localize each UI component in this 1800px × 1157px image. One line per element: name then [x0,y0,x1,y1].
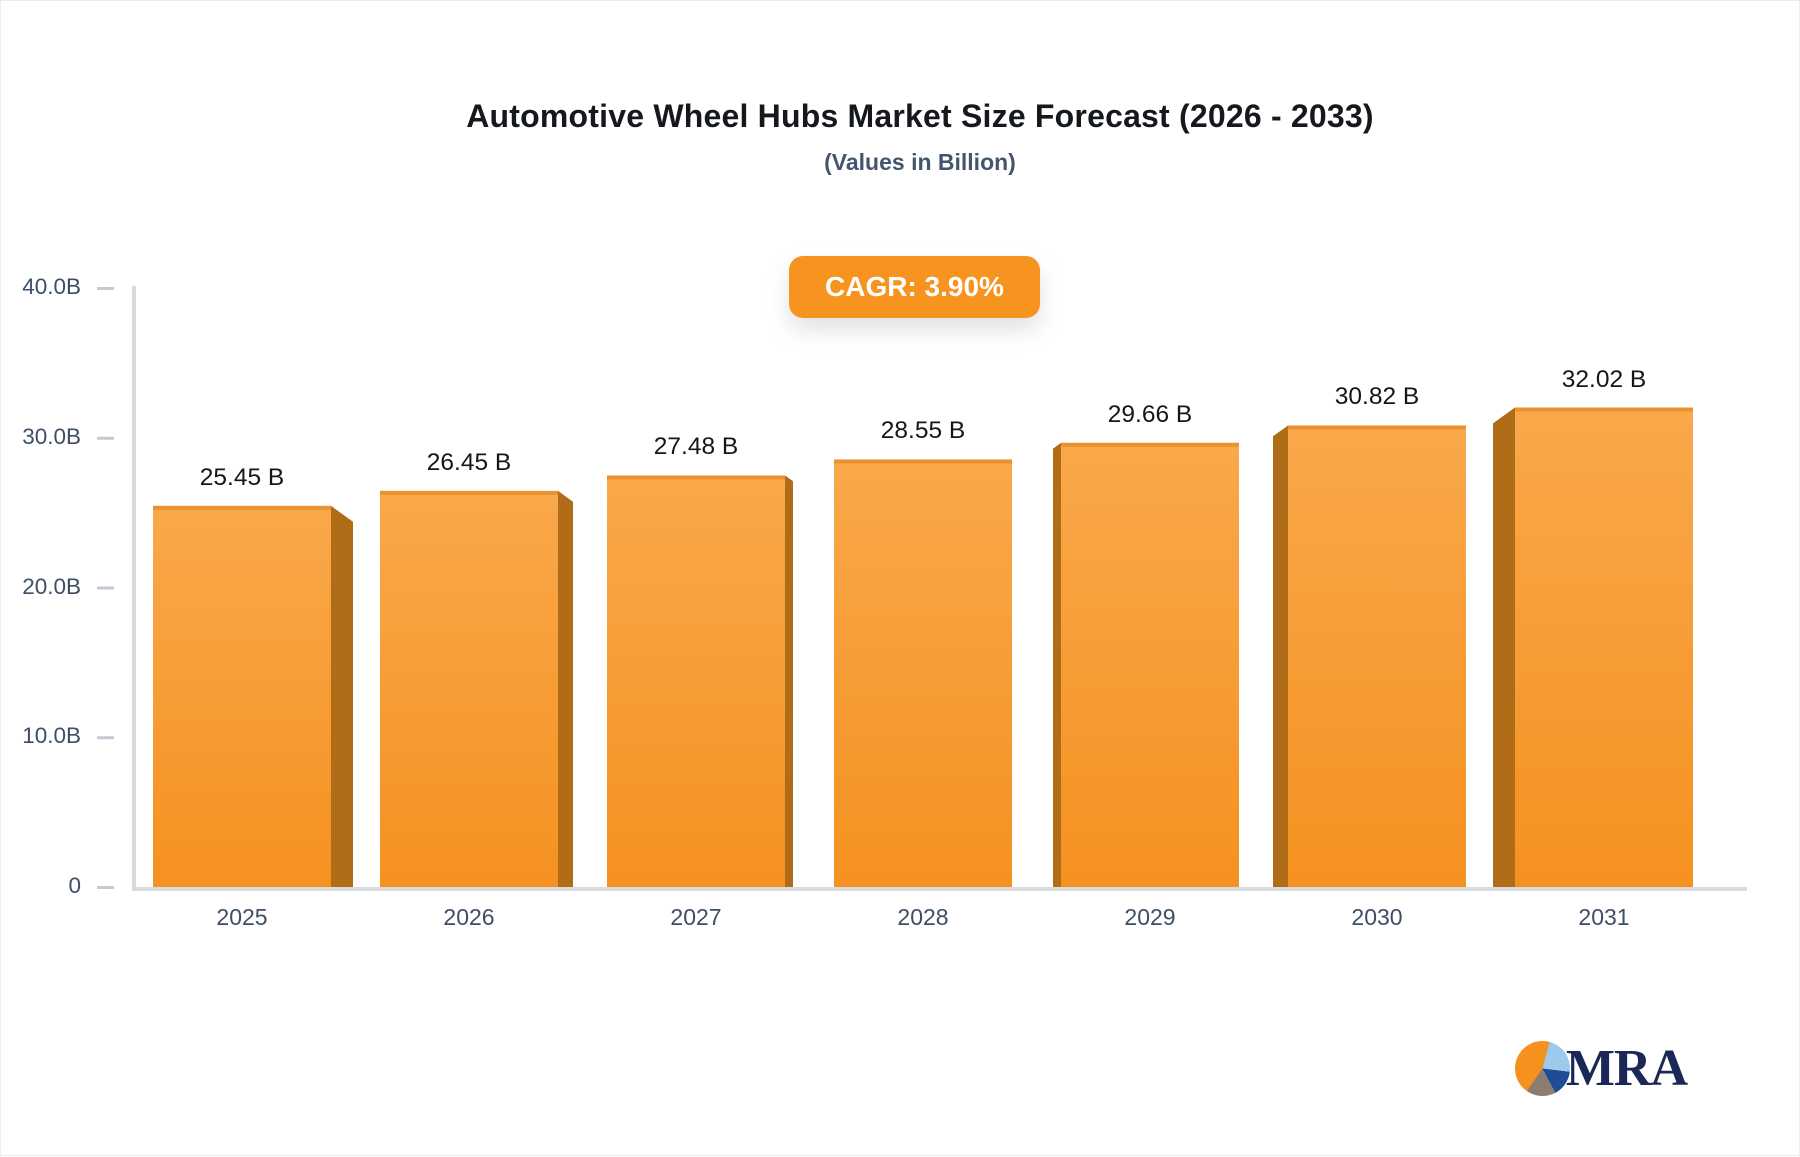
y-axis-tick [97,736,114,740]
bar-value-label: 26.45 B [426,448,512,476]
bar-front-face [1061,442,1239,887]
bar-value-label: 29.66 B [1107,400,1193,428]
x-tick-label: 2030 [1351,904,1403,930]
x-axis-line [132,887,1747,891]
bar-top-edge [380,490,558,495]
bar-value-label: 28.55 B [880,417,966,445]
y-axis-tick [97,287,114,290]
bar-value-label: 32.02 B [1561,365,1647,393]
brand-name: MRA [1565,1039,1688,1097]
y-tick-label: 10.0B [22,723,81,749]
y-axis-line [132,286,136,889]
y-axis-tick [97,586,114,590]
bar-top-edge [1061,442,1239,447]
cagr-badge: CAGR: 3.90% [789,256,1040,318]
bar-front-face [153,505,331,887]
bar-side-face [331,505,353,887]
y-axis-tick [97,436,114,440]
bar-front-face [1288,425,1466,887]
bar-top-edge [1515,407,1693,412]
bar-value-label: 30.82 B [1334,383,1420,411]
bar-side-face [785,475,793,887]
bar-top-edge [153,505,331,510]
bar-top-edge [1288,425,1466,430]
y-tick-label: 20.0B [22,573,81,599]
x-tick-label: 2027 [670,904,722,930]
y-tick-label: 40.0B [22,274,81,299]
bar-front-face [380,490,558,887]
x-tick-label: 2026 [443,904,495,930]
bar-value-label: 25.45 B [199,463,285,491]
bar-front-face [834,459,1012,887]
bar-front-face [1515,407,1693,887]
chart-subtitle: (Values in Billion) [824,149,1016,175]
brand-logo: MRA [1514,1037,1688,1099]
bar-value-label: 27.48 B [653,433,739,461]
bar-front-face [607,475,785,887]
y-tick-label: 30.0B [22,423,81,449]
y-axis-tick [97,886,114,889]
bar-side-face [1493,407,1515,887]
bar-side-face [1053,442,1061,887]
x-tick-label: 2025 [216,904,268,930]
bar-top-edge [607,475,785,480]
x-tick-label: 2028 [897,904,949,930]
y-tick-label: 0 [68,873,81,898]
bar-top-edge [834,459,1012,464]
bar-side-face [1273,425,1288,887]
pie-chart-logo-icon [1514,1040,1570,1096]
bar-side-face [558,490,573,887]
x-tick-label: 2031 [1578,904,1630,930]
x-tick-label: 2029 [1124,904,1176,930]
plot-area [97,286,1747,891]
chart-title: Automotive Wheel Hubs Market Size Foreca… [466,98,1374,134]
